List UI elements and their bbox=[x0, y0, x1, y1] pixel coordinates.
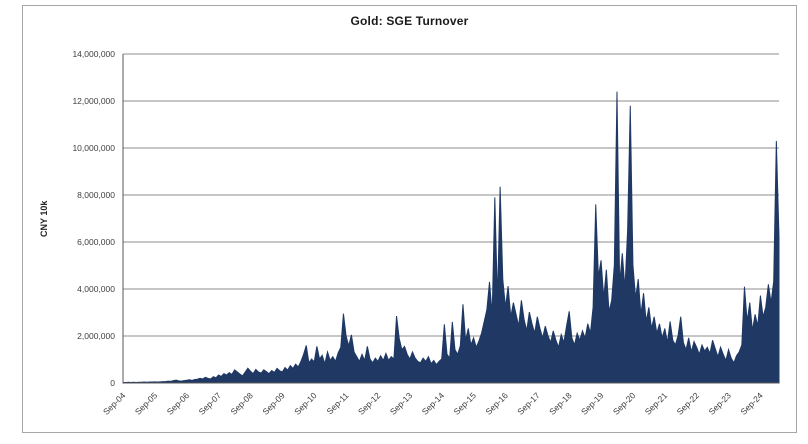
x-tick-label: Sep-19 bbox=[579, 390, 606, 417]
x-tick-label: Sep-12 bbox=[356, 390, 383, 417]
y-tick-label: 10,000,000 bbox=[72, 143, 115, 153]
x-tick-label: Sep-13 bbox=[388, 390, 415, 417]
x-tick-label: Sep-06 bbox=[165, 390, 192, 417]
y-tick-label: 8,000,000 bbox=[77, 190, 115, 200]
x-tick-label: Sep-18 bbox=[547, 390, 574, 417]
x-tick-label: Sep-05 bbox=[133, 390, 160, 417]
x-tick-label: Sep-11 bbox=[324, 390, 350, 416]
x-tick-label: Sep-20 bbox=[611, 390, 638, 417]
x-tick-label: Sep-22 bbox=[675, 390, 702, 417]
y-tick-label: 14,000,000 bbox=[72, 49, 115, 59]
x-tick-label: Sep-15 bbox=[452, 390, 479, 417]
y-tick-label: 12,000,000 bbox=[72, 96, 115, 106]
x-tick-label: Sep-08 bbox=[228, 390, 255, 417]
x-tick-label: Sep-23 bbox=[706, 390, 733, 417]
x-tick-label: Sep-10 bbox=[292, 390, 319, 417]
x-tick-label: Sep-14 bbox=[420, 390, 447, 417]
y-tick-label: 0 bbox=[110, 378, 115, 388]
y-tick-label: 2,000,000 bbox=[77, 331, 115, 341]
x-tick-label: Sep-21 bbox=[643, 390, 670, 417]
series-area bbox=[122, 91, 780, 384]
turnover-area-chart: 0 2,000,000 4,000,000 6,000,000 8,000,000 10,… bbox=[72, 49, 780, 417]
chart-frame: Gold: SGE Turnover CNY 10k 0 2,000,000 4,0… bbox=[22, 5, 797, 433]
x-tick-label: Sep-17 bbox=[515, 390, 542, 417]
chart-title: Gold: SGE Turnover bbox=[350, 14, 469, 28]
x-tick-label: Sep-04 bbox=[101, 390, 128, 417]
y-tick-label: 6,000,000 bbox=[77, 237, 115, 247]
x-tick-label: Sep-07 bbox=[197, 390, 224, 417]
x-tick-label: Sep-09 bbox=[260, 390, 287, 417]
x-tick-label: Sep-24 bbox=[738, 390, 765, 417]
y-tick-label: 4,000,000 bbox=[77, 284, 115, 294]
x-tick-label: Sep-16 bbox=[483, 390, 510, 417]
